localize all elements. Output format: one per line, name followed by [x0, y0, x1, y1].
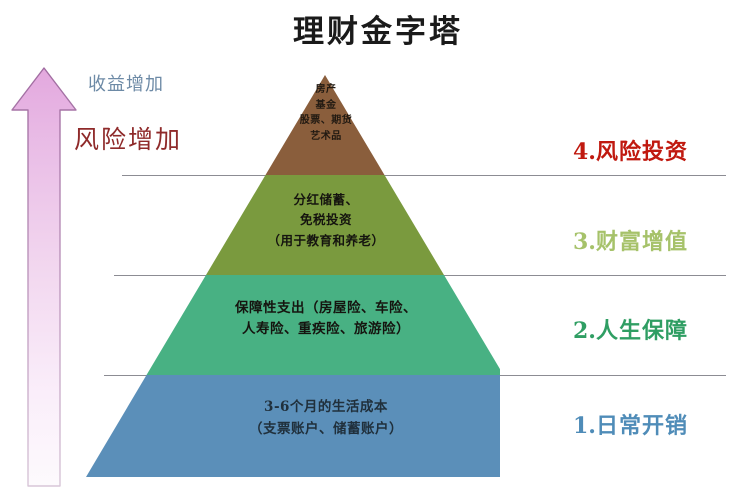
- pyramid-tier-1[interactable]: [86, 375, 500, 477]
- legend-item-daily-expense[interactable]: 1.日常开销: [573, 408, 688, 440]
- legend-3-label: 财富增值: [595, 229, 688, 255]
- pyramid-svg: [86, 75, 501, 477]
- legend-3-number: 3.: [573, 229, 596, 255]
- legend-1-number: 1.: [573, 413, 596, 439]
- legend-4-label: 风险投资: [595, 139, 688, 165]
- label-return-increase: 收益增加: [88, 74, 164, 95]
- pyramid-tier-4[interactable]: [265, 75, 385, 175]
- legend-1-label: 日常开销: [595, 413, 688, 439]
- pyramid-chart: [60, 60, 500, 490]
- legend-item-wealth-growth[interactable]: 3.财富增值: [573, 224, 688, 256]
- pyramid-tier-2[interactable]: [146, 275, 501, 375]
- divider-tier-4: [122, 175, 726, 176]
- pyramid-tier-3[interactable]: [206, 175, 444, 275]
- legend-item-risk-investment[interactable]: 4.风险投资: [573, 134, 688, 166]
- legend-2-number: 2.: [573, 318, 596, 344]
- page-title: 理财金字塔: [293, 14, 463, 50]
- upward-arrow-graphic: [8, 62, 80, 492]
- label-risk-increase: 风险增加: [74, 125, 183, 154]
- legend-item-life-protection[interactable]: 2.人生保障: [573, 313, 688, 345]
- arrow-svg: [11, 67, 77, 487]
- legend-2-label: 人生保障: [595, 318, 688, 344]
- legend-4-number: 4.: [573, 139, 596, 165]
- arrow-shape: [11, 67, 77, 487]
